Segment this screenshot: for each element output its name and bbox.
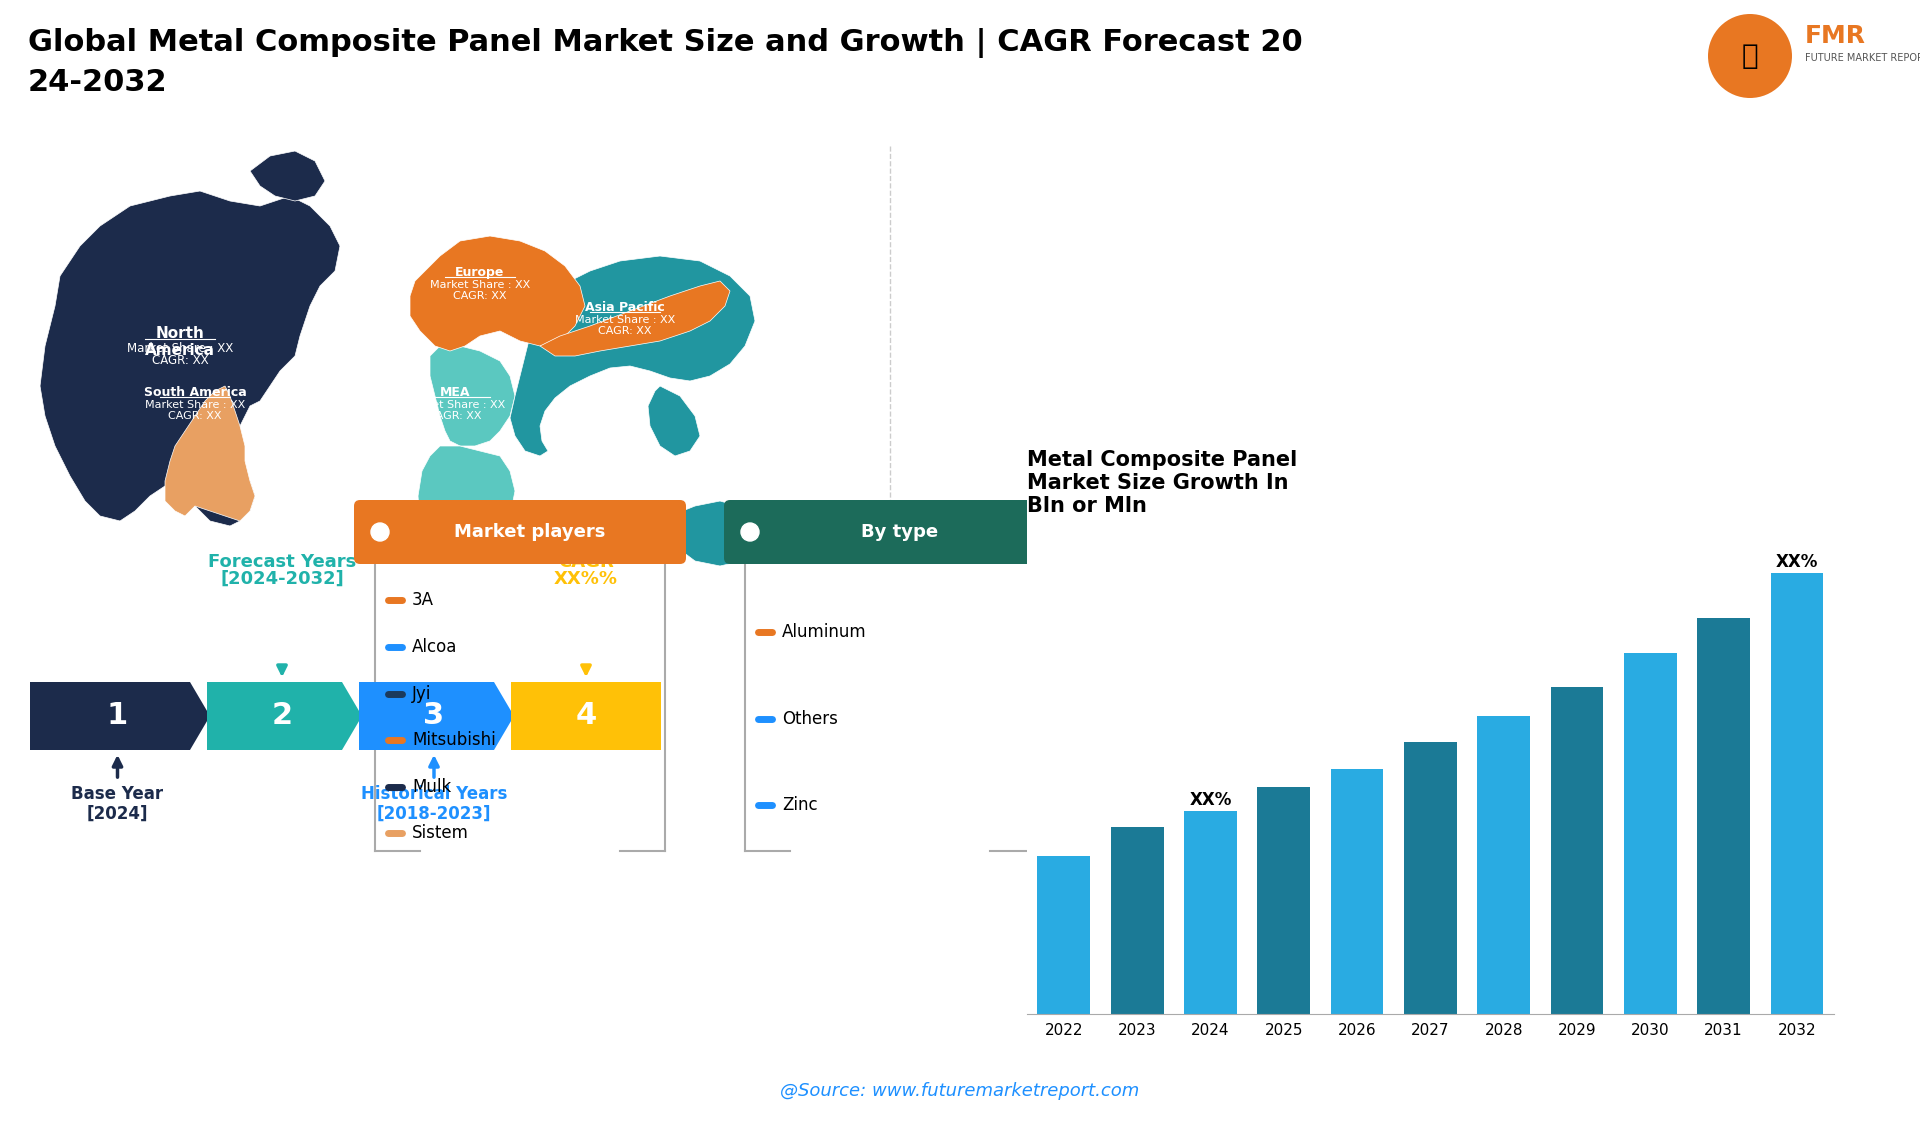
Text: Global Metal Composite Panel Market Size and Growth | CAGR Forecast 20: Global Metal Composite Panel Market Size… — [29, 28, 1304, 58]
Text: Historical Years: Historical Years — [361, 785, 507, 803]
FancyBboxPatch shape — [1094, 500, 1427, 564]
Text: MEA: MEA — [440, 386, 470, 399]
Bar — [1404, 743, 1457, 1014]
Text: FUTURE MARKET REPORT: FUTURE MARKET REPORT — [1805, 53, 1920, 63]
Text: 3: 3 — [424, 701, 445, 730]
Text: Europe: Europe — [455, 266, 505, 278]
Text: Zinc: Zinc — [781, 796, 818, 815]
Polygon shape — [511, 256, 755, 456]
Bar — [1258, 787, 1309, 1014]
Text: By type: By type — [862, 523, 939, 541]
Circle shape — [741, 523, 758, 541]
Text: [2018-2023]: [2018-2023] — [376, 804, 492, 823]
Text: Interior: Interior — [1152, 709, 1213, 728]
Polygon shape — [165, 386, 255, 521]
Text: CAGR: XX: CAGR: XX — [428, 411, 482, 421]
Bar — [1112, 826, 1164, 1014]
Polygon shape — [207, 682, 363, 749]
Text: By application: By application — [1198, 523, 1342, 541]
Text: [2024-2032]: [2024-2032] — [221, 570, 344, 588]
Bar — [1770, 573, 1824, 1014]
Polygon shape — [511, 682, 660, 749]
Text: XX%: XX% — [1776, 554, 1818, 571]
Bar — [1551, 686, 1603, 1014]
Text: Building: Building — [1152, 623, 1219, 642]
Text: @Source: www.futuremarketreport.com: @Source: www.futuremarketreport.com — [780, 1082, 1140, 1100]
Text: South America: South America — [144, 386, 246, 399]
Text: Asia Pacific: Asia Pacific — [586, 301, 664, 314]
Text: Market Share : XX: Market Share : XX — [127, 342, 232, 355]
Text: Market Share : XX: Market Share : XX — [574, 315, 676, 325]
Text: Others: Others — [781, 709, 837, 728]
Bar — [1185, 811, 1236, 1014]
Text: FMR: FMR — [1805, 24, 1866, 48]
Text: CAGR: XX: CAGR: XX — [152, 353, 207, 367]
Text: Aluminum: Aluminum — [781, 623, 866, 642]
Polygon shape — [411, 236, 586, 351]
Polygon shape — [419, 446, 515, 558]
Text: 3A: 3A — [413, 591, 434, 610]
Circle shape — [1112, 523, 1129, 541]
Polygon shape — [359, 682, 515, 749]
Text: Metal Composite Panel
Market Size Growth In
Bln or Mln: Metal Composite Panel Market Size Growth… — [1027, 450, 1298, 517]
Text: Market Share : XX: Market Share : XX — [405, 400, 505, 410]
Text: Mitsubishi: Mitsubishi — [413, 731, 495, 749]
Bar — [1476, 716, 1530, 1014]
Text: [2024]: [2024] — [86, 804, 148, 823]
Text: Base Year: Base Year — [71, 785, 163, 803]
Bar — [1624, 652, 1676, 1014]
Text: 4: 4 — [576, 701, 597, 730]
Text: CAGR: XX: CAGR: XX — [453, 291, 507, 301]
Polygon shape — [540, 281, 730, 356]
Polygon shape — [430, 346, 515, 446]
Text: Forecast Years: Forecast Years — [207, 554, 355, 571]
Polygon shape — [664, 501, 760, 566]
Text: 2: 2 — [271, 701, 292, 730]
Text: Other: Other — [1152, 796, 1200, 815]
Polygon shape — [250, 151, 324, 201]
FancyBboxPatch shape — [724, 500, 1056, 564]
Text: CAGR: CAGR — [559, 554, 614, 571]
Text: CAGR: XX: CAGR: XX — [169, 411, 221, 421]
Polygon shape — [40, 191, 340, 526]
Text: Jyi: Jyi — [413, 684, 432, 702]
Text: Mulk: Mulk — [413, 778, 451, 795]
Bar — [1037, 856, 1091, 1014]
Text: 1: 1 — [108, 701, 129, 730]
Bar — [1331, 769, 1384, 1014]
Text: XX%%: XX%% — [555, 570, 618, 588]
Text: Sistem: Sistem — [413, 824, 468, 842]
Text: Market players: Market players — [455, 523, 605, 541]
Text: North
America: North America — [146, 325, 215, 359]
Text: Market Share : XX: Market Share : XX — [144, 400, 246, 410]
Text: CAGR: XX: CAGR: XX — [599, 325, 651, 336]
Text: 24-2032: 24-2032 — [29, 68, 167, 97]
Circle shape — [371, 523, 390, 541]
Text: Market Share : XX: Market Share : XX — [430, 280, 530, 290]
Text: XX%: XX% — [1188, 791, 1231, 809]
Text: Alcoa: Alcoa — [413, 638, 457, 656]
FancyBboxPatch shape — [353, 500, 685, 564]
Circle shape — [1709, 14, 1791, 99]
Polygon shape — [31, 682, 209, 749]
Polygon shape — [649, 386, 701, 456]
Text: 🌿: 🌿 — [1741, 42, 1759, 70]
Bar — [1697, 619, 1749, 1014]
